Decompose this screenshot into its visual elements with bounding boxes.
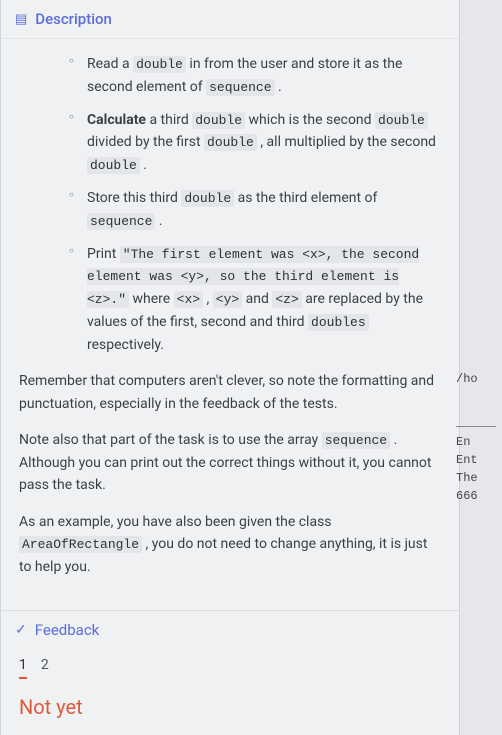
feedback-header[interactable]: ✓ Feedback	[1, 610, 459, 649]
check-icon: ✓	[15, 622, 27, 638]
description-title: Description	[35, 10, 112, 28]
side-panel: /ho En Ent The 666	[456, 370, 501, 505]
code-span: double	[192, 112, 245, 129]
code-span: doubles	[308, 314, 369, 331]
tab-1[interactable]: 1	[19, 657, 27, 679]
code-span: double	[181, 190, 234, 207]
description-header[interactable]: ▤ Description	[1, 0, 459, 39]
feedback-title: Feedback	[35, 621, 100, 639]
code-span: sequence	[322, 432, 390, 449]
code-span: <z>	[272, 291, 301, 308]
bullet-item: Read a double in from the user and store…	[69, 53, 441, 99]
side-line: En	[456, 433, 501, 451]
paragraph: As an example, you have also been given …	[19, 511, 441, 579]
paragraph: Remember that computers aren't clever, s…	[19, 370, 441, 415]
side-line: Ent	[456, 451, 501, 469]
tab-2[interactable]: 2	[41, 657, 49, 679]
side-line: 666	[456, 487, 501, 505]
code-span: <x>	[174, 291, 203, 308]
bullet-item: Print "The first element was <x>, the se…	[69, 243, 441, 357]
code-span: AreaOfRectangle	[19, 536, 142, 553]
code-span: <y>	[213, 291, 242, 308]
description-content: Read a double in from the user and store…	[1, 39, 459, 610]
side-line: The	[456, 469, 501, 487]
bullet-item: Store this third double as the third ele…	[69, 187, 441, 233]
code-span: double	[133, 56, 186, 73]
bold-text: Calculate	[87, 112, 146, 128]
code-span: double	[87, 157, 140, 174]
code-span: sequence	[206, 79, 274, 96]
code-span: sequence	[87, 213, 155, 230]
bullet-item: Calculate a third double which is the se…	[69, 109, 441, 177]
bullet-list: Read a double in from the user and store…	[69, 53, 441, 356]
code-span: double	[204, 134, 257, 151]
feedback-tabs: 1 2	[1, 649, 459, 679]
list-icon: ▤	[15, 12, 27, 27]
code-span: double	[375, 112, 428, 129]
side-divider	[456, 426, 496, 427]
main-panel: ▤ Description Read a double in from the …	[0, 0, 460, 735]
side-line: /ho	[456, 370, 501, 388]
feedback-result: Not yet	[1, 679, 459, 735]
paragraph: Note also that part of the task is to us…	[19, 429, 441, 497]
